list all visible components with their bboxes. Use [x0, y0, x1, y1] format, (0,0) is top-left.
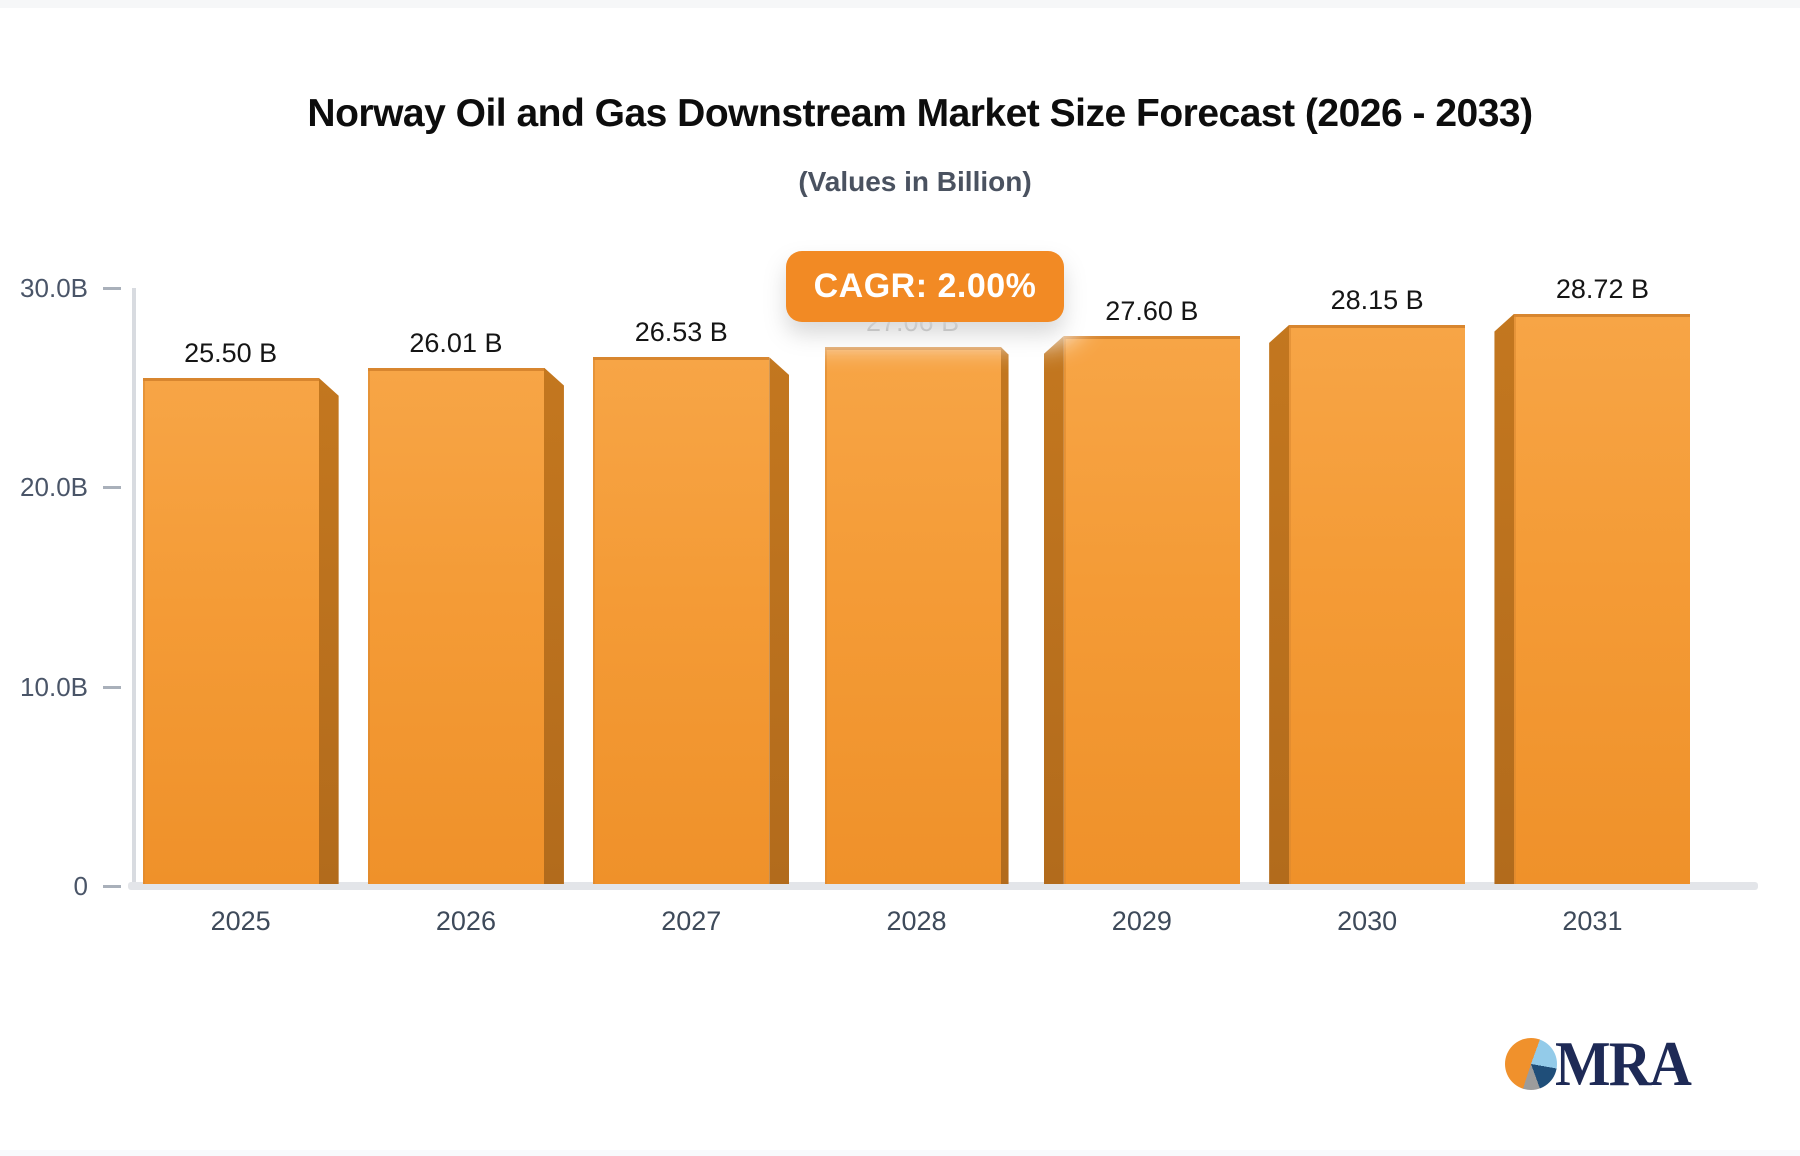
bar-group: 26.53 B 2027: [576, 0, 806, 1156]
top-border: [0, 0, 1800, 8]
bar-group: 25.50 B 2025: [126, 0, 356, 1156]
y-axis-tick-label: 30.0B: [20, 273, 88, 303]
bar-group: 27.60 B 2029: [1027, 0, 1257, 1156]
y-axis-tick-mark: [103, 486, 121, 490]
bar-side-face: [318, 377, 339, 884]
bar-value-label: 27.60 B: [1105, 295, 1199, 326]
x-axis-category-label: 2028: [886, 906, 947, 936]
bar: [593, 357, 790, 884]
bar-front-face: [1514, 313, 1691, 884]
bar: [142, 377, 339, 884]
x-axis-category-label: 2025: [210, 906, 271, 936]
y-axis-tick-label: 20.0B: [20, 472, 88, 503]
x-axis-category-label: 2026: [435, 906, 496, 936]
y-axis-tick: 0: [0, 871, 130, 901]
bar-front-face: [1063, 335, 1240, 884]
y-axis-tick-mark: [103, 685, 121, 689]
y-axis-line: [132, 288, 136, 886]
chart-title: Norway Oil and Gas Downstream Market Siz…: [307, 92, 1533, 135]
bar: [824, 346, 1009, 884]
chart-subtitle: (Values in Billion): [798, 166, 1032, 197]
bar: [367, 367, 564, 884]
brand-logo: MRA: [1505, 1028, 1702, 1099]
bar-front-face: [367, 367, 544, 884]
bottom-border: [0, 1150, 1800, 1156]
y-axis-tick-mark: [103, 885, 121, 888]
y-axis-tick: 20.0B: [0, 472, 130, 502]
bar-front-face: [1289, 324, 1466, 884]
bar-value-label: 25.50 B: [184, 337, 278, 368]
bar-side-face: [1043, 335, 1064, 884]
bar: [1043, 335, 1240, 884]
x-axis-category-label: 2027: [661, 906, 722, 936]
bar-side-face: [543, 367, 564, 884]
bar-front-face: [593, 357, 770, 884]
cagr-badge-label: CAGR: 2.00%: [813, 267, 1037, 305]
y-axis-tick: 30.0B: [0, 273, 130, 303]
bar-value-label: 26.01 B: [409, 327, 503, 358]
bar-side-face: [1494, 313, 1515, 884]
x-axis-category-label: 2031: [1562, 906, 1623, 936]
bar: [1494, 313, 1691, 884]
cagr-badge: CAGR: 2.00%: [786, 251, 1064, 322]
pie-chart-logo-icon: [1505, 1038, 1557, 1090]
bar-side-face: [769, 357, 790, 884]
bar-value-label: 28.72 B: [1555, 273, 1649, 304]
bar-front-face: [142, 377, 319, 884]
y-axis-tick-label: 0: [73, 871, 88, 901]
bar-value-label: 28.15 B: [1330, 284, 1424, 315]
y-axis-tick-label: 10.0B: [20, 671, 88, 702]
bar-value-label: 26.53 B: [634, 317, 728, 348]
x-axis-line: [128, 882, 1758, 890]
bar-group: 26.01 B 2026: [351, 0, 581, 1156]
bar-side-face: [1269, 324, 1290, 884]
bar-side-face: [1000, 346, 1009, 884]
bar-front-face: [824, 346, 1001, 884]
brand-logo-text: MRA: [1555, 1028, 1692, 1099]
bar-group: 28.15 B 2030: [1252, 0, 1482, 1156]
bar: [1269, 324, 1466, 884]
x-axis-category-label: 2029: [1111, 906, 1172, 936]
y-axis-tick: 10.0B: [0, 672, 130, 702]
bar-group: 28.72 B 2031: [1477, 0, 1707, 1156]
y-axis-tick-mark: [103, 287, 121, 290]
x-axis-category-label: 2030: [1337, 906, 1398, 936]
bar-group: 27.06 B 2028: [802, 0, 1032, 1156]
